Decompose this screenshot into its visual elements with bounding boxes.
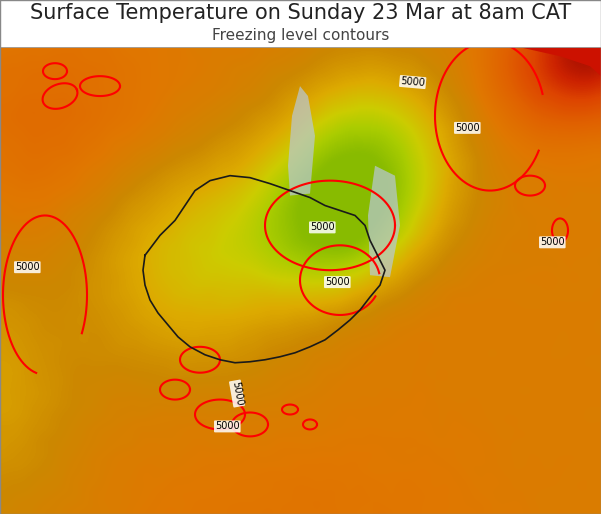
Text: 5000: 5000: [230, 380, 244, 407]
Text: 5000: 5000: [215, 421, 240, 431]
Text: 5000: 5000: [455, 123, 480, 133]
Text: 5000: 5000: [15, 262, 40, 272]
Polygon shape: [515, 47, 601, 76]
Text: 5000: 5000: [540, 237, 564, 247]
Text: 5000: 5000: [400, 76, 426, 88]
Text: 5000: 5000: [310, 223, 335, 232]
Text: 5000: 5000: [325, 277, 350, 287]
Polygon shape: [368, 166, 400, 277]
Text: Freezing level contours: Freezing level contours: [212, 28, 389, 43]
Text: Surface Temperature on Sunday 23 Mar at 8am CAT: Surface Temperature on Sunday 23 Mar at …: [30, 3, 571, 23]
Polygon shape: [288, 86, 315, 195]
